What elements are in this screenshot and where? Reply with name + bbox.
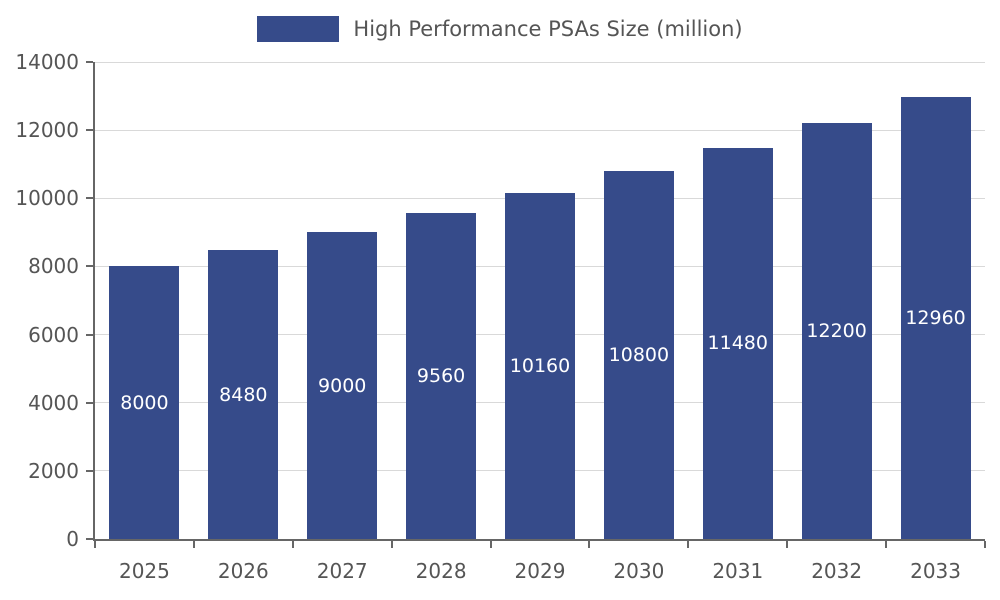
x-axis-line (93, 539, 985, 541)
y-axis-tick (86, 469, 93, 472)
bar-value-label: 11480 (707, 332, 768, 355)
y-axis-label: 2000 (28, 458, 79, 483)
bar-value-label: 10800 (608, 344, 670, 366)
x-axis-label: 2025 (118, 559, 170, 583)
y-axis-tick (86, 538, 93, 540)
x-axis-tick (390, 541, 393, 548)
bar-value-label: 9560 (416, 365, 466, 388)
y-axis-tick (86, 401, 93, 404)
x-axis-tick (192, 541, 195, 548)
y-axis-line (93, 62, 95, 541)
x-axis-tick (687, 541, 690, 548)
bar-2033 (900, 97, 971, 539)
x-axis-tick (94, 541, 96, 548)
y-axis-tick (86, 197, 93, 200)
bar-2030 (603, 171, 674, 539)
bar-2026 (208, 250, 279, 539)
gridline (95, 61, 985, 63)
x-axis-label: 2026 (217, 559, 269, 583)
y-axis-label: 4000 (28, 390, 79, 415)
x-axis-tick (489, 541, 492, 548)
y-axis-label: 8000 (28, 254, 79, 279)
y-axis-label: 12000 (15, 118, 79, 143)
bar-value-label: 10160 (509, 354, 571, 377)
bar-2028 (406, 213, 477, 539)
x-axis-label: 2030 (613, 559, 665, 583)
x-axis-label: 2032 (811, 559, 863, 583)
y-axis-tick (86, 61, 93, 63)
bar-value-label: 12960 (905, 307, 966, 330)
legend-title: High Performance PSAs Size (million) (353, 17, 743, 41)
gridline (95, 129, 985, 131)
bar-value-label: 9000 (318, 374, 367, 397)
y-axis-label: 14000 (15, 50, 79, 74)
y-axis-label: 0 (66, 527, 79, 551)
y-axis-tick (86, 265, 93, 268)
y-axis-tick (86, 333, 93, 336)
x-axis-label: 2031 (712, 559, 764, 583)
x-axis-tick (786, 541, 789, 548)
bar-2031 (702, 147, 773, 539)
bar-2025 (109, 266, 180, 539)
x-axis-label: 2027 (316, 559, 368, 583)
legend[interactable]: High Performance PSAs Size (million) (0, 16, 1000, 42)
bar-value-label: 8000 (120, 391, 169, 414)
bar-2029 (505, 192, 575, 539)
x-axis-tick (588, 541, 591, 548)
bar-2032 (801, 123, 872, 539)
y-axis-label: 10000 (15, 186, 79, 211)
bar-value-label: 8480 (219, 383, 268, 406)
x-axis-label: 2033 (910, 559, 961, 583)
y-axis-label: 6000 (28, 322, 79, 347)
legend-swatch (257, 16, 340, 42)
bar-2027 (307, 232, 378, 539)
bar-value-label: 12200 (806, 320, 867, 343)
x-axis-label: 2028 (415, 559, 467, 583)
x-axis-tick (291, 541, 294, 548)
y-axis-tick (86, 129, 93, 132)
x-axis-tick (984, 541, 986, 548)
x-axis-tick (885, 541, 888, 548)
x-axis-label: 2029 (514, 559, 566, 583)
